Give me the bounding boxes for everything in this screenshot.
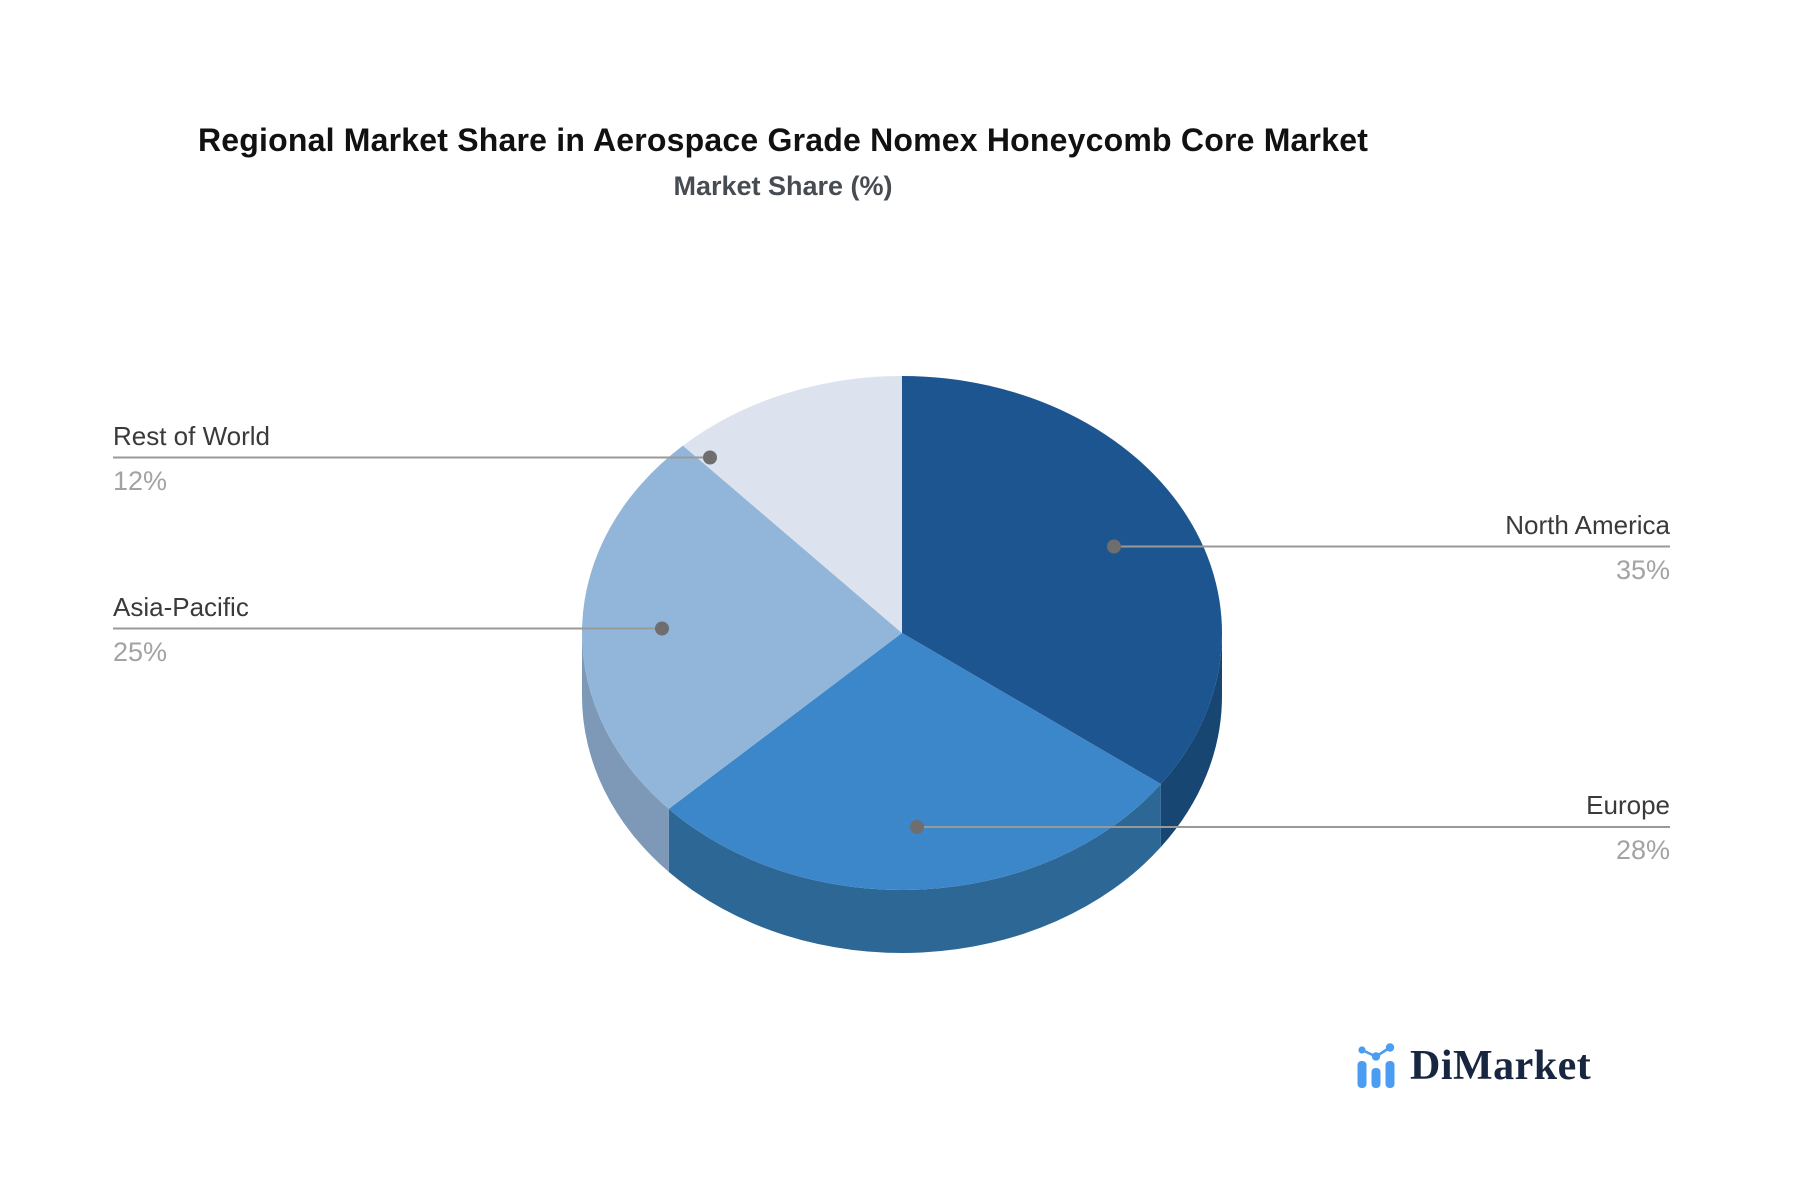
- pie-slice-north-america[interactable]: [902, 376, 1223, 785]
- bar-chart-trend-icon: [1357, 1043, 1395, 1088]
- slice-label: Europe: [1586, 790, 1670, 820]
- slice-label: Rest of World: [113, 421, 270, 451]
- pie-slice-europe-side[interactable]: [668, 784, 1161, 954]
- leader-dot: [1107, 539, 1121, 554]
- dimarket-logo[interactable]: DiMarket: [1356, 1042, 1591, 1090]
- chart-title: Regional Market Share in Aerospace Grade…: [197, 122, 1369, 158]
- slice-label: Asia-Pacific: [113, 592, 249, 622]
- chart-subtitle: Market Share (%): [673, 171, 893, 201]
- pie-slice-asia-pacific-side[interactable]: [582, 633, 669, 872]
- slice-percent: 28%: [1616, 835, 1670, 865]
- slice-percent: 12%: [113, 466, 167, 496]
- slice-percent: 35%: [1616, 555, 1670, 585]
- pie-3d-sides: [582, 633, 1222, 954]
- slice-label: North America: [1505, 510, 1670, 540]
- leader-dot: [910, 820, 924, 834]
- callout-europe: Europe 28%: [910, 790, 1670, 865]
- logo-wordmark: DiMarket: [1410, 1043, 1592, 1089]
- leader-dot: [655, 621, 669, 636]
- callout-asia-pacific: Asia-Pacific 25%: [113, 592, 669, 667]
- pie-slice-asia-pacific[interactable]: [581, 445, 902, 809]
- chart-header: Regional Market Share in Aerospace Grade…: [0, 120, 1566, 202]
- callout-north-america: North America 35%: [1107, 510, 1671, 585]
- pie-slice-europe[interactable]: [668, 633, 1161, 891]
- leader-dot: [703, 450, 717, 465]
- pie-slice-rest-of-world[interactable]: [682, 376, 902, 633]
- slice-percent: 25%: [113, 637, 167, 667]
- callout-rest-of-world: Rest of World 12%: [113, 421, 717, 496]
- pie-slices: [581, 376, 1223, 891]
- pie-slice-north-america-side[interactable]: [1160, 633, 1222, 848]
